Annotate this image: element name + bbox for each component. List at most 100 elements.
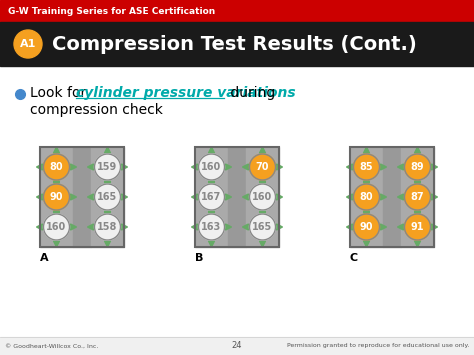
Polygon shape [104,241,110,247]
Text: 80: 80 [360,192,374,202]
Polygon shape [414,211,420,217]
Polygon shape [226,194,231,200]
Circle shape [44,154,70,180]
Polygon shape [414,177,420,183]
Polygon shape [346,224,353,230]
Text: © Goodheart-Willcox Co., Inc.: © Goodheart-Willcox Co., Inc. [5,344,99,349]
Polygon shape [364,207,370,213]
Bar [350,147,383,247]
Circle shape [249,154,275,180]
Polygon shape [259,207,265,213]
Polygon shape [243,194,248,200]
Polygon shape [243,164,248,170]
Polygon shape [88,224,93,230]
Polygon shape [104,147,110,153]
Polygon shape [398,164,403,170]
Polygon shape [259,241,265,247]
Polygon shape [346,194,353,200]
Polygon shape [209,241,215,247]
Bar [0,0,474,22]
Bar [195,147,228,247]
Polygon shape [364,147,370,153]
Circle shape [94,184,120,210]
Polygon shape [104,181,110,187]
Polygon shape [71,194,76,200]
Bar [40,147,73,247]
Polygon shape [259,147,265,153]
Circle shape [199,184,225,210]
Text: Permission granted to reproduce for educational use only.: Permission granted to reproduce for educ… [287,344,469,349]
Circle shape [404,214,430,240]
Polygon shape [209,177,215,183]
Polygon shape [54,241,60,247]
Circle shape [404,184,430,210]
Bar [195,147,279,247]
Polygon shape [209,147,215,153]
Text: 91: 91 [411,222,424,232]
Bar [0,337,474,355]
Text: 158: 158 [97,222,118,232]
Polygon shape [364,241,370,247]
Text: 167: 167 [201,192,222,202]
Circle shape [94,154,120,180]
Polygon shape [104,207,110,213]
Text: A: A [40,253,49,263]
Bar [246,147,279,247]
Polygon shape [71,164,76,170]
Circle shape [14,30,42,58]
Text: 160: 160 [252,192,273,202]
Polygon shape [414,147,420,153]
Text: C: C [350,253,358,263]
Text: Look for: Look for [30,86,91,100]
Polygon shape [121,224,128,230]
Bar [0,22,474,66]
Polygon shape [259,177,265,183]
Circle shape [249,214,275,240]
Polygon shape [276,224,283,230]
Text: 165: 165 [252,222,273,232]
Polygon shape [276,164,283,170]
Polygon shape [191,194,198,200]
Text: 163: 163 [201,222,222,232]
Polygon shape [71,224,76,230]
Text: 89: 89 [410,162,424,172]
Polygon shape [243,224,248,230]
Bar [91,147,124,247]
Polygon shape [431,194,438,200]
Polygon shape [414,181,420,187]
Polygon shape [259,211,265,217]
Polygon shape [54,147,60,153]
Text: 160: 160 [201,162,222,172]
Circle shape [199,214,225,240]
Text: 85: 85 [360,162,374,172]
Bar [40,147,124,247]
Polygon shape [191,164,198,170]
Bar [350,147,434,247]
Text: 70: 70 [256,162,269,172]
Circle shape [44,184,70,210]
Text: G-W Training Series for ASE Certification: G-W Training Series for ASE Certificatio… [8,6,215,16]
Polygon shape [381,164,386,170]
Text: B: B [195,253,203,263]
Circle shape [44,214,70,240]
Polygon shape [121,194,128,200]
Text: 24: 24 [232,342,242,350]
Polygon shape [226,164,231,170]
Text: A1: A1 [20,39,36,49]
Polygon shape [209,211,215,217]
Text: 90: 90 [50,192,63,202]
Text: 165: 165 [97,192,118,202]
Polygon shape [104,177,110,183]
Circle shape [94,214,120,240]
Text: compression check: compression check [30,103,163,117]
Text: 160: 160 [46,222,67,232]
Polygon shape [431,224,438,230]
Polygon shape [364,211,370,217]
Polygon shape [36,224,43,230]
Text: 90: 90 [360,222,373,232]
Polygon shape [209,181,215,187]
Circle shape [354,154,380,180]
Circle shape [354,184,380,210]
Text: during: during [226,86,275,100]
Text: 87: 87 [410,192,424,202]
